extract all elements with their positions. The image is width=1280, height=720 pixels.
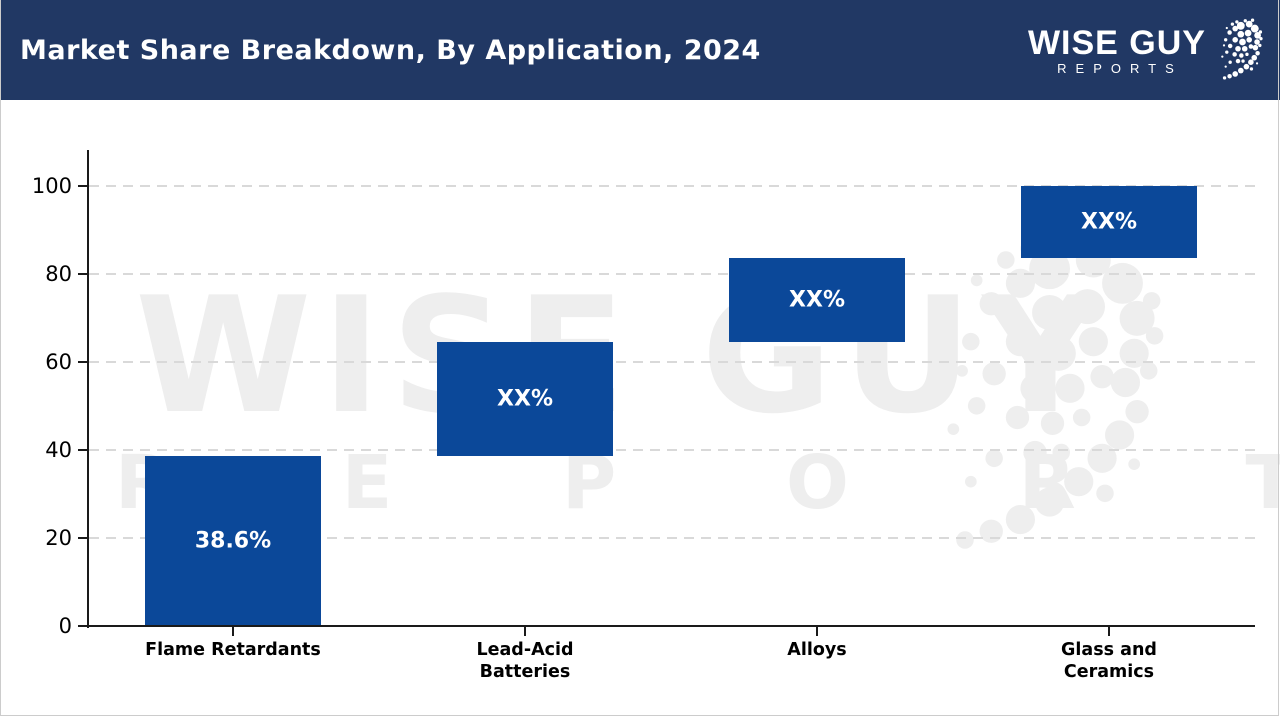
y-tick-label-20: 20 <box>45 526 72 550</box>
y-tick-40 <box>78 449 87 451</box>
x-tick-alloys <box>816 627 818 636</box>
bar-value-label-glass-and-ceramics: XX% <box>1081 209 1137 235</box>
y-tick-0 <box>78 625 87 627</box>
x-tick-flame-retardants <box>232 627 234 636</box>
bar-value-label-alloys: XX% <box>789 287 845 313</box>
gridline-40 <box>89 449 1255 451</box>
bar-alloys <box>729 258 905 343</box>
gridline-20 <box>89 537 1255 539</box>
gridline-60 <box>89 361 1255 363</box>
y-axis-line <box>87 150 89 628</box>
y-tick-100 <box>78 185 87 187</box>
header-bar: Market Share Breakdown, By Application, … <box>0 0 1280 100</box>
x-tick-glass-and-ceramics <box>1108 627 1110 636</box>
bar-glass-and-ceramics <box>1021 186 1197 259</box>
y-tick-label-100: 100 <box>31 174 72 198</box>
x-tick-label-lead-acid-batteries: Lead-Acid Batteries <box>476 640 574 682</box>
y-tick-label-40: 40 <box>45 438 72 462</box>
x-axis-line <box>87 625 1255 627</box>
bar-value-label-flame-retardants: 38.6% <box>194 528 272 554</box>
y-tick-label-0: 0 <box>58 614 72 638</box>
y-tick-60 <box>78 361 87 363</box>
watermark-text-line1: WISE GUY <box>135 262 1109 449</box>
brand-subname: REPORTS <box>1057 61 1183 77</box>
brand-logo-text: WISE GUY REPORTS <box>1027 23 1206 77</box>
x-tick-label-flame-retardants: Flame Retardants <box>145 640 321 660</box>
y-tick-label-80: 80 <box>45 262 72 286</box>
bar-flame-retardants <box>145 456 321 626</box>
gridline-100 <box>89 185 1255 187</box>
bar-value-label-lead-acid-batteries: XX% <box>497 386 553 412</box>
y-tick-80 <box>78 273 87 275</box>
logo-face-icon <box>1221 18 1263 80</box>
x-tick-lead-acid-batteries <box>524 627 526 636</box>
x-tick-label-alloys: Alloys <box>787 640 847 660</box>
watermark-face-icon <box>947 230 1164 549</box>
y-tick-20 <box>78 537 87 539</box>
bar-lead-acid-batteries <box>437 342 613 457</box>
x-tick-label-glass-and-ceramics: Glass and Ceramics <box>1061 640 1157 682</box>
y-tick-label-60: 60 <box>45 350 72 374</box>
brand-logo: WISE GUY REPORTS <box>1006 6 1266 96</box>
brand-name: WISE GUY <box>1027 23 1206 62</box>
gridline-80 <box>89 273 1255 275</box>
page-title: Market Share Breakdown, By Application, … <box>20 34 761 66</box>
